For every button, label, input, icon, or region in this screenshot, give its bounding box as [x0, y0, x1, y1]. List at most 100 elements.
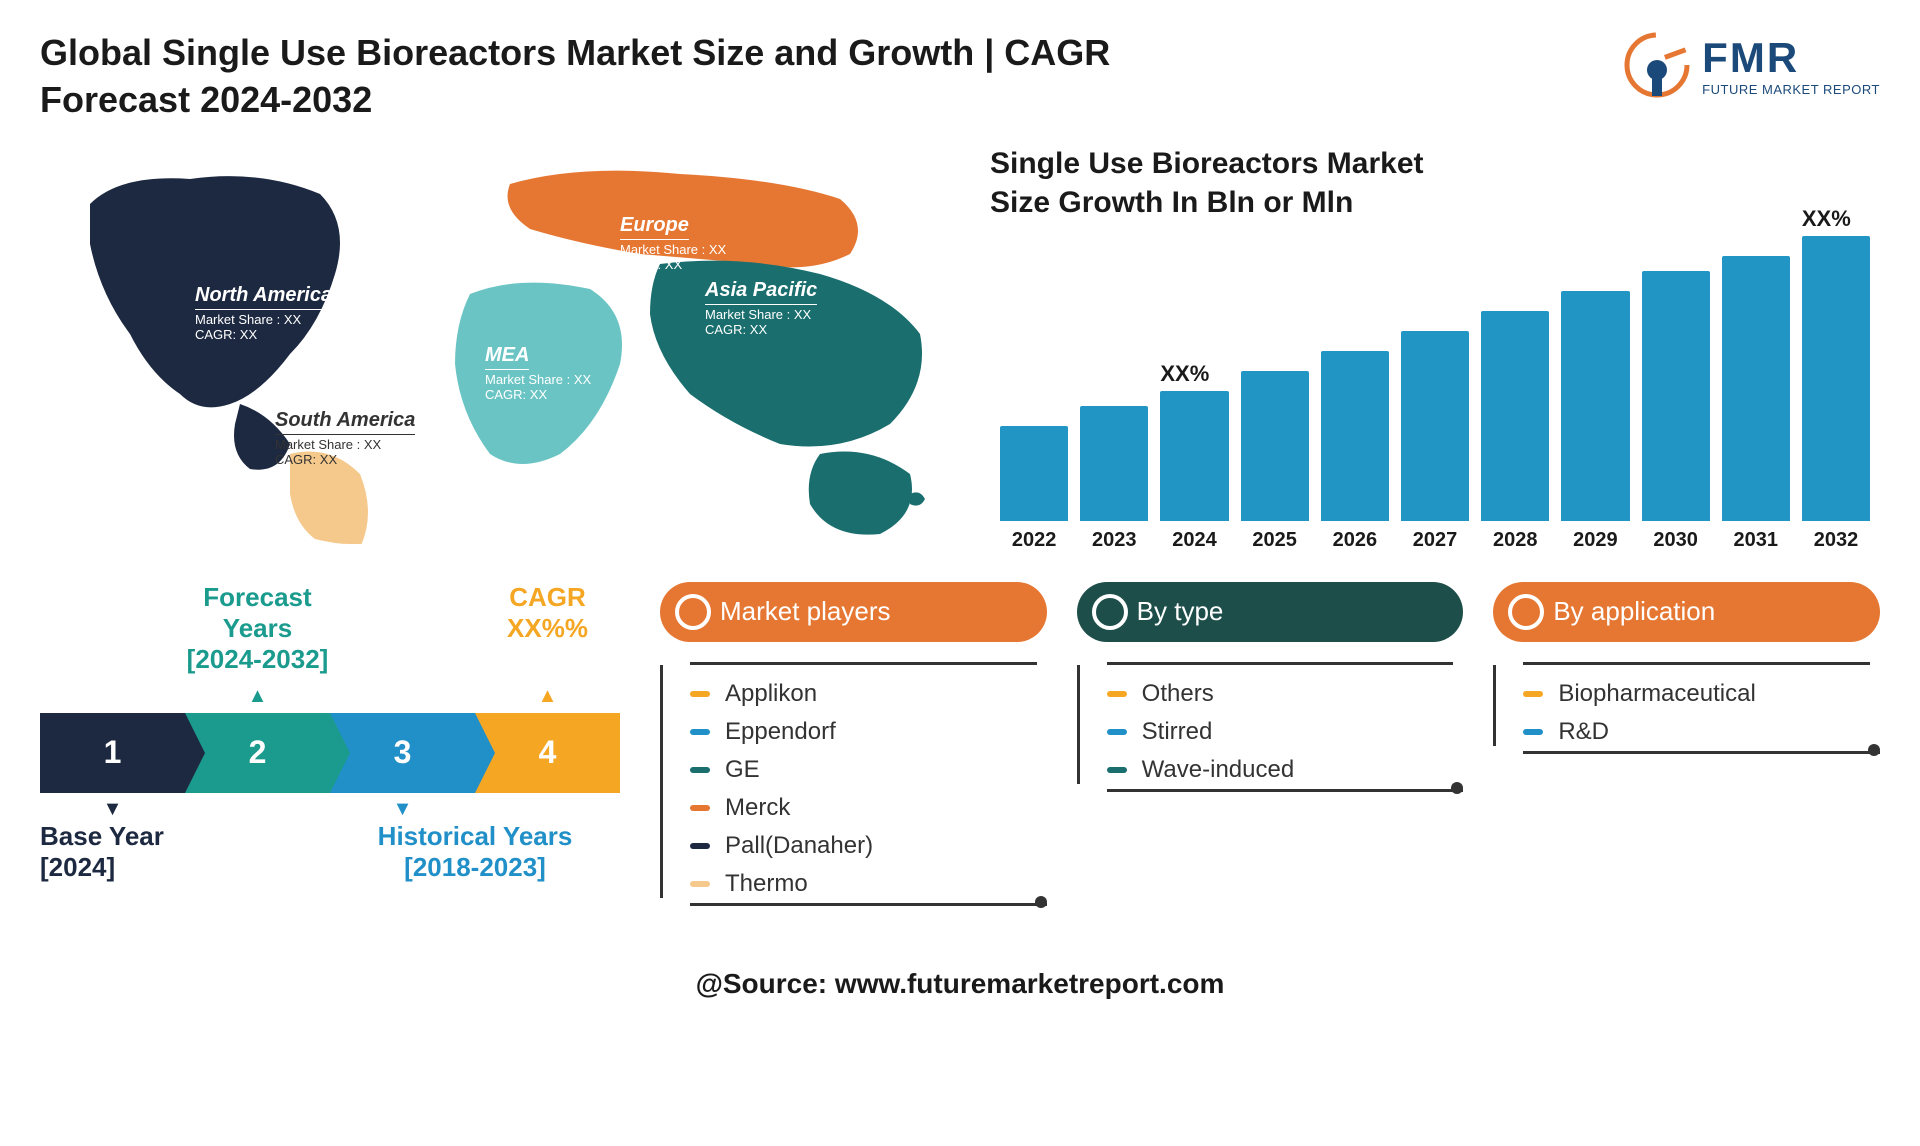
chart-title: Single Use Bioreactors Market Size Growt… [990, 144, 1440, 222]
hist-range: [2018-2023] [330, 852, 620, 883]
pill-item-label: Thermo [725, 870, 808, 898]
bar [1561, 291, 1629, 521]
bar: XX% [1802, 236, 1870, 521]
bar [1401, 331, 1469, 521]
bar-wrapper: XX% 2024 [1160, 391, 1228, 552]
pill-header: By application [1493, 582, 1880, 642]
pill-item: Thermo [690, 870, 1037, 898]
bar-annotation: XX% [1160, 361, 1209, 387]
base-label: Base Year [40, 821, 330, 852]
bar-year-label: 2024 [1172, 529, 1217, 552]
page-title: Global Single Use Bioreactors Market Siz… [40, 30, 1240, 124]
bar-year-label: 2031 [1734, 529, 1779, 552]
bar: XX% [1160, 391, 1228, 521]
arrow-down-icon: ▲ [475, 685, 620, 708]
tick-icon [1107, 767, 1127, 773]
pill-item: Pall(Danaher) [690, 832, 1037, 860]
source-text: @Source: www.futuremarketreport.com [40, 968, 1880, 1000]
bar-wrapper: 2027 [1401, 331, 1469, 552]
map-region-label: South AmericaMarket Share : XXCAGR: XX [275, 409, 415, 467]
header: Global Single Use Bioreactors Market Siz… [40, 30, 1880, 124]
arrow-down-icon: ▼ [40, 798, 185, 821]
pill-list: Biopharmaceutical R&D [1523, 662, 1870, 746]
tick-icon [690, 881, 710, 887]
tick-icon [690, 843, 710, 849]
pill-item-label: Applikon [725, 680, 817, 708]
pill-list: Applikon Eppendorf GE Merck Pall(Danaher) The… [690, 662, 1037, 898]
pill-header: By type [1077, 582, 1464, 642]
bottom-row: Forecast Years [2024-2032] CAGR XX%% ▲ ▲… [40, 582, 1880, 908]
pill-item: Applikon [690, 680, 1037, 708]
bar-year-label: 2028 [1493, 529, 1538, 552]
bar-year-label: 2032 [1814, 529, 1859, 552]
bar-year-label: 2025 [1252, 529, 1297, 552]
pill-item-label: Merck [725, 794, 790, 822]
pill-column: Market playersApplikonEppendorfGEMerckPa… [660, 582, 1047, 908]
bar [1241, 371, 1309, 521]
pill-item-label: Stirred [1142, 718, 1213, 746]
bar-year-label: 2030 [1653, 529, 1698, 552]
pill-item: GE [690, 756, 1037, 784]
pill-item-label: R&D [1558, 718, 1609, 746]
bar [1000, 426, 1068, 521]
bar-wrapper: 2031 [1722, 256, 1790, 552]
bar-wrapper: 2026 [1321, 351, 1389, 552]
pill-item: Stirred [1107, 718, 1454, 746]
pill-section: Market playersApplikonEppendorfGEMerckPa… [660, 582, 1880, 908]
bar [1481, 311, 1549, 521]
pill-item: Merck [690, 794, 1037, 822]
timeline-seg-4: 4 [475, 713, 620, 793]
bar [1080, 406, 1148, 521]
pill-item-label: GE [725, 756, 760, 784]
tick-icon [1107, 729, 1127, 735]
bar-year-label: 2029 [1573, 529, 1618, 552]
main-row: North AmericaMarket Share : XXCAGR: XX So… [40, 144, 1880, 552]
base-range: [2024] [40, 852, 330, 883]
forecast-label: Forecast Years [185, 582, 330, 644]
timeline-bar: 1 2 3 4 [40, 713, 620, 793]
bar-wrapper: 2023 [1080, 406, 1148, 552]
bar-year-label: 2027 [1413, 529, 1458, 552]
map-region-label: North AmericaMarket Share : XXCAGR: XX [195, 284, 332, 342]
bar-wrapper: 2030 [1642, 271, 1710, 552]
pill-list: Others Stirred Wave-induced [1107, 662, 1454, 784]
bar [1722, 256, 1790, 521]
tick-icon [1523, 729, 1543, 735]
world-map: North AmericaMarket Share : XXCAGR: XX So… [40, 144, 960, 544]
bar-year-label: 2026 [1333, 529, 1378, 552]
tick-icon [1107, 691, 1127, 697]
pill-column: By application Biopharmaceutical R&D [1493, 582, 1880, 908]
tick-icon [690, 691, 710, 697]
timeline-seg-2: 2 [185, 713, 330, 793]
timeline-seg-3: 3 [330, 713, 475, 793]
logo-main-text: FMR [1702, 34, 1880, 82]
bar-year-label: 2022 [1012, 529, 1057, 552]
tick-icon [690, 767, 710, 773]
bar-wrapper: 2025 [1241, 371, 1309, 552]
hist-label: Historical Years [330, 821, 620, 852]
tick-icon [690, 805, 710, 811]
pill-item-label: Wave-induced [1142, 756, 1295, 784]
pill-column: By type Others Stirred Wave-induced [1077, 582, 1464, 908]
map-region-label: Asia PacificMarket Share : XXCAGR: XX [705, 279, 817, 337]
map-region-label: EuropeMarket Share : XXCAGR: XX [620, 214, 726, 272]
tick-icon [1523, 691, 1543, 697]
arrow-down-icon: ▲ [185, 685, 330, 708]
map-region-label: MEAMarket Share : XXCAGR: XX [485, 344, 591, 402]
bar [1321, 351, 1389, 521]
bar-chart: 20222023XX%20242025202620272028202920302… [990, 232, 1880, 552]
bar [1642, 271, 1710, 521]
bar-wrapper: 2028 [1481, 311, 1549, 552]
pill-item: Biopharmaceutical [1523, 680, 1870, 708]
cagr-value: XX%% [475, 613, 620, 644]
bar-wrapper: 2029 [1561, 291, 1629, 552]
pill-item: Wave-induced [1107, 756, 1454, 784]
fmr-logo-icon [1622, 30, 1692, 100]
tick-icon [690, 729, 710, 735]
pill-item-label: Eppendorf [725, 718, 836, 746]
cagr-label: CAGR [475, 582, 620, 613]
pill-item: Others [1107, 680, 1454, 708]
bar-wrapper: XX% 2032 [1802, 236, 1870, 552]
logo: FMR FUTURE MARKET REPORT [1622, 30, 1880, 100]
bar-chart-section: Single Use Bioreactors Market Size Growt… [990, 144, 1880, 552]
